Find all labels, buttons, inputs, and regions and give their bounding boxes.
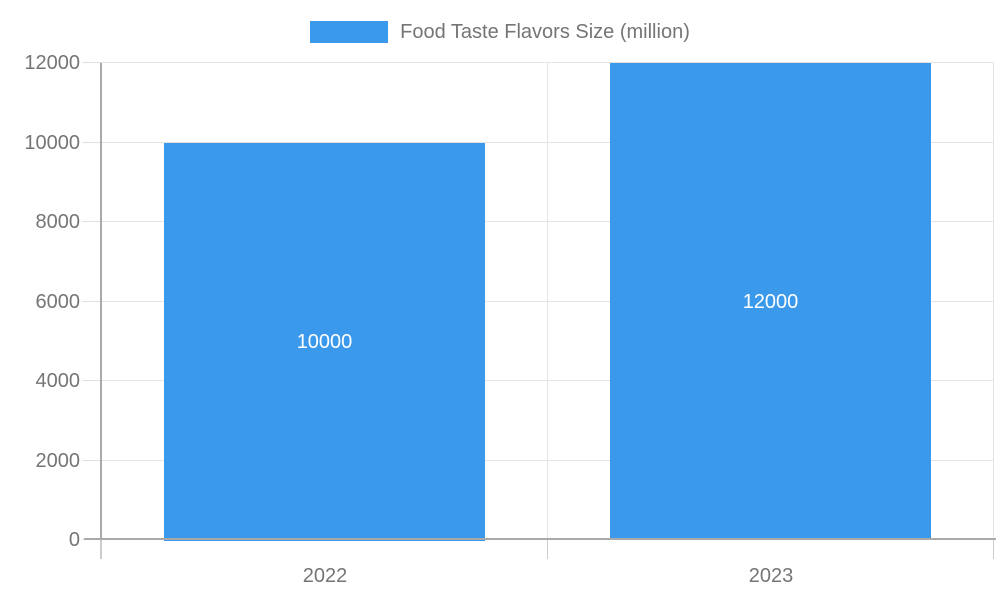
y-gridline — [102, 300, 994, 302]
y-tick-mark — [82, 380, 102, 381]
y-axis-below-tick — [100, 540, 102, 559]
y-tick-mark — [82, 459, 102, 461]
y-tick-mark — [82, 141, 102, 143]
bar-2023[interactable]: 12000 — [610, 63, 931, 540]
y-tick-mark — [82, 221, 102, 222]
y-gridline — [102, 459, 994, 461]
x-category-label: 2022 — [302, 565, 348, 587]
y-gridline — [102, 141, 994, 143]
y-gridline — [102, 62, 994, 63]
y-tick-label: 6000 — [35, 290, 81, 313]
legend-swatch — [310, 21, 389, 43]
bar-2022[interactable]: 10000 — [164, 143, 485, 541]
y-tick-label: 12000 — [24, 52, 80, 74]
bar-value-label: 10000 — [296, 331, 353, 353]
bar-value-label: 12000 — [742, 290, 799, 313]
y-tick-label: 4000 — [35, 370, 81, 392]
x-category-label: 2023 — [748, 565, 794, 587]
x-axis-line — [84, 538, 996, 540]
category-boundary-gridline — [993, 63, 994, 540]
y-gridline — [102, 380, 994, 381]
y-tick-mark — [82, 300, 102, 302]
y-gridline — [102, 221, 994, 222]
y-tick-label: 8000 — [35, 211, 81, 233]
x-tick-mark — [993, 540, 994, 559]
legend-label: Food Taste Flavors Size (million) — [400, 21, 690, 43]
y-tick-label: 0 — [68, 529, 80, 551]
y-axis-line — [100, 63, 102, 540]
x-tick-mark — [547, 540, 548, 559]
legend[interactable]: Food Taste Flavors Size (million) — [0, 20, 1000, 44]
y-tick-label: 2000 — [35, 449, 81, 472]
category-boundary-gridline — [547, 63, 548, 540]
y-tick-mark — [82, 62, 102, 63]
y-tick-label: 10000 — [24, 131, 80, 154]
